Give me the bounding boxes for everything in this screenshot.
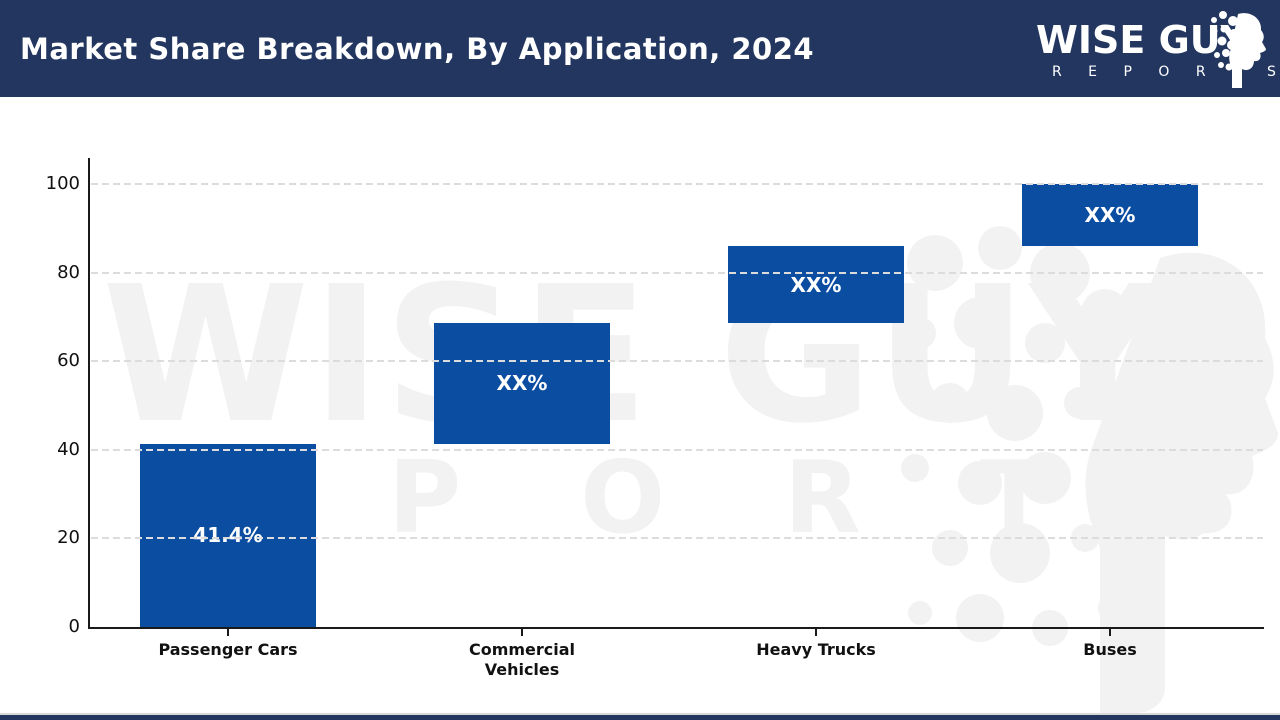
bar-value-label: 41.4% [193, 523, 263, 548]
footer-bar [0, 715, 1280, 720]
gridline [91, 537, 1263, 540]
brand-face-icon [1210, 11, 1266, 88]
bar-value-label: XX% [496, 371, 548, 396]
y-axis-line [88, 158, 90, 628]
y-tick-label: 0 [68, 616, 80, 637]
x-category-label: Heavy Trucks [756, 640, 876, 659]
header-bar: Market Share Breakdown, By Application, … [0, 0, 1280, 97]
x-tick-mark [815, 629, 817, 636]
x-tick-mark [521, 629, 523, 636]
bar-buses: XX% [1022, 184, 1198, 247]
x-axis-line [88, 627, 1264, 629]
x-category-label: Commercial Vehicles [468, 640, 576, 679]
y-tick-label: 80 [57, 261, 80, 283]
bar-value-label: XX% [1084, 203, 1136, 227]
y-tick-label: 40 [57, 438, 80, 460]
gridline [91, 183, 1263, 185]
brand-logo-subtitle: R E P O R T S [1052, 64, 1280, 80]
x-category-label: Passenger Cars [158, 640, 298, 659]
y-tick-label: 60 [57, 350, 80, 372]
bar-commercial-vehicles: XX% [434, 323, 610, 444]
gridline [91, 360, 1263, 363]
brand-logo-name: WISE GUY [1036, 18, 1249, 62]
y-tick-label: 20 [57, 527, 80, 549]
page-title: Market Share Breakdown, By Application, … [20, 31, 815, 66]
x-tick-mark [227, 629, 229, 636]
x-tick-mark [1109, 629, 1111, 636]
gridline [91, 448, 1263, 451]
bar-value-label: XX% [790, 272, 842, 297]
x-category-label: Buses [1083, 640, 1137, 659]
footer-hairline [0, 713, 1280, 715]
bar-passenger-cars: 41.4% [140, 443, 316, 627]
y-tick-label: 100 [45, 173, 80, 194]
watermark-face-icon [901, 226, 1278, 713]
bar-heavy-trucks: XX% [728, 246, 904, 324]
gridline [91, 271, 1263, 274]
brand-logo: WISE GUY R E P O R T S [1008, 6, 1276, 92]
waterfall-chart: 41.4% Passenger Cars XX% Commercial Vehicle… [0, 97, 1280, 713]
